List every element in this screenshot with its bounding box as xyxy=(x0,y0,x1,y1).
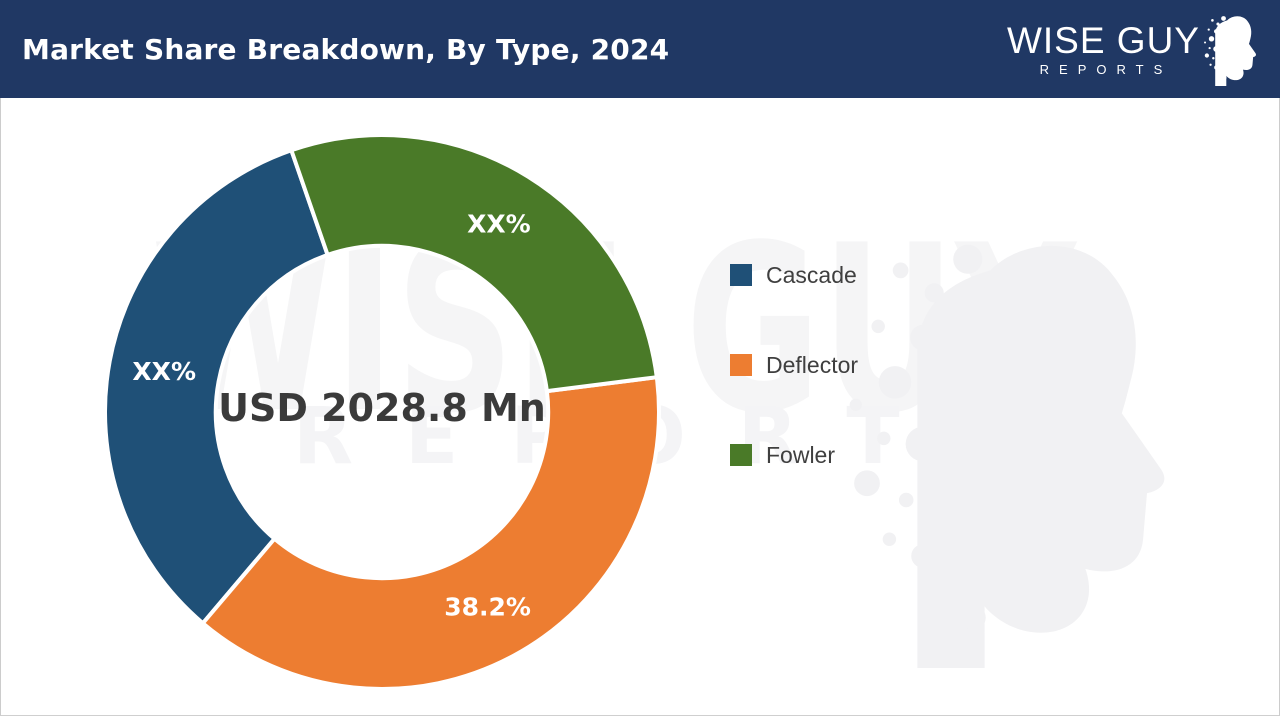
legend-swatch-icon xyxy=(730,264,752,286)
legend: Cascade Deflector Fowler xyxy=(730,263,858,533)
logo-face-icon xyxy=(1204,16,1256,86)
chart-area: WISE GUY REPORTS XX% 38.2% XX% USD 2028.8 … xyxy=(0,98,1280,716)
legend-label: Deflector xyxy=(766,351,859,378)
legend-label: Fowler xyxy=(766,441,836,468)
brand-logo: WISE GUY REPORTS xyxy=(1007,12,1258,86)
legend-swatch-icon xyxy=(730,444,752,466)
slice-label-cascade: XX% xyxy=(132,357,196,386)
watermark-face-icon xyxy=(849,244,1165,668)
legend-swatch-icon xyxy=(730,354,752,376)
logo-text: WISE GUY REPORTS xyxy=(1007,22,1200,76)
donut-chart: XX% 38.2% XX% xyxy=(103,133,661,691)
page-title: Market Share Breakdown, By Type, 2024 xyxy=(22,32,670,66)
slice-label-fowler: XX% xyxy=(467,209,531,238)
donut-center-value: USD 2028.8 Mn xyxy=(218,386,546,430)
logo-subtitle: REPORTS xyxy=(1039,62,1173,77)
donut-slice-fowler xyxy=(288,133,660,394)
logo-wordmark: WISE GUY xyxy=(1006,20,1200,61)
legend-item-cascade: Cascade xyxy=(730,263,858,287)
donut-slice-deflector xyxy=(200,374,661,691)
legend-item-deflector: Deflector xyxy=(730,353,858,377)
header-bar: Market Share Breakdown, By Type, 2024 WI… xyxy=(0,0,1280,98)
legend-label: Cascade xyxy=(766,261,857,288)
donut-slice-cascade xyxy=(103,147,331,627)
legend-item-fowler: Fowler xyxy=(730,443,858,467)
slice-label-deflector: 38.2% xyxy=(444,593,531,622)
